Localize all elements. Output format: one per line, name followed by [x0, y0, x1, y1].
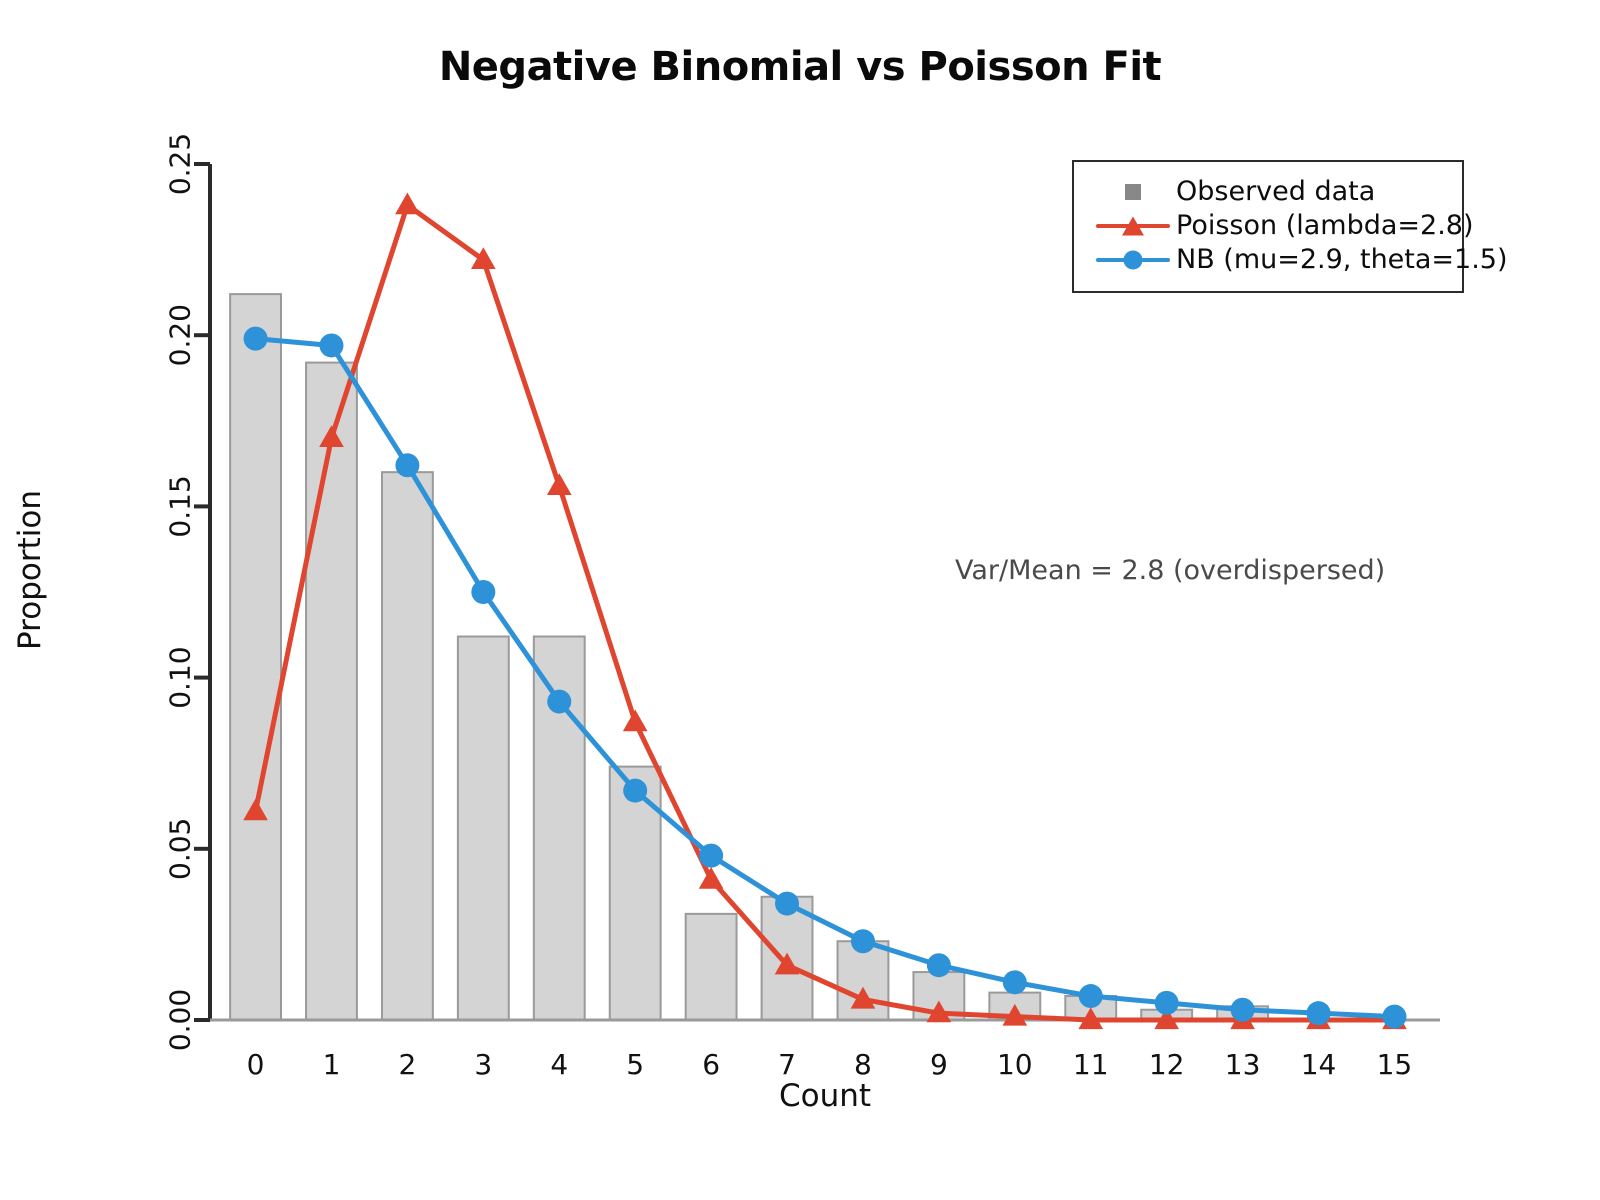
marker-circle-6 — [699, 843, 724, 868]
x-tick-labels: 0 1 2 3 4 5 6 7 8 9 10 11 12 13 14 15 — [247, 1048, 1413, 1081]
x-tick-label-13: 13 — [1225, 1048, 1261, 1081]
legend-key-observed — [1090, 179, 1176, 205]
y-tick-label: 0.20 — [164, 304, 197, 366]
marker-circle-0 — [243, 326, 268, 351]
marker-triangle-5 — [622, 709, 648, 732]
line-triangle — [253, 202, 1397, 1023]
marker-triangle-11 — [1078, 1007, 1104, 1030]
triangle-marker-icon — [1122, 216, 1144, 235]
legend-label-nb: NB (mu=2.9, theta=1.5) — [1176, 244, 1508, 275]
marker-triangle-4 — [546, 473, 572, 495]
legend-item-observed[interactable]: Observed data — [1090, 176, 1446, 207]
bar-count-2 — [380, 471, 434, 1022]
y-tick-label: 0.05 — [164, 818, 197, 880]
x-tick-label-1: 1 — [323, 1048, 341, 1081]
marker-triangle-7 — [774, 952, 800, 975]
x-tick-label-15: 15 — [1377, 1048, 1413, 1081]
marker-triangle-12 — [1154, 1007, 1179, 1030]
legend-key-poisson — [1090, 213, 1176, 239]
line-circle — [253, 336, 1397, 1020]
marker-circle-5 — [623, 778, 648, 803]
marker-triangle-10 — [1002, 1003, 1028, 1026]
x-axis-label: Count — [778, 1078, 872, 1114]
legend-item-nb[interactable]: NB (mu=2.9, theta=1.5) — [1090, 244, 1508, 275]
x-tick-label-0: 0 — [247, 1048, 265, 1081]
marker-circle-4 — [547, 689, 572, 714]
marker-circle-2 — [395, 453, 420, 478]
page-title: Negative Binomial vs Poisson Fit — [438, 44, 1162, 90]
legend-box: Observed data Poisson (lambda=2.8) NB (m… — [1072, 160, 1508, 293]
marker-triangle-9 — [926, 1000, 952, 1023]
legend-label-poisson: Poisson (lambda=2.8) — [1176, 210, 1474, 241]
bar-count-3 — [456, 635, 510, 1022]
x-tick-label-12: 12 — [1149, 1048, 1185, 1081]
marker-circle-7 — [775, 891, 800, 916]
marker-circle-15 — [1382, 1004, 1407, 1029]
bar-count-6 — [684, 912, 738, 1022]
marker-circle-12 — [1154, 990, 1179, 1015]
marker-circle-14 — [1306, 1001, 1331, 1026]
legend-item-poisson[interactable]: Poisson (lambda=2.8) — [1090, 210, 1474, 241]
x-tick-label-6: 6 — [702, 1048, 720, 1081]
marker-triangle-3 — [471, 247, 496, 269]
x-tick-label-10: 10 — [997, 1048, 1033, 1081]
tick-marks-group — [194, 162, 210, 1022]
y-tick-labels: 0.00 0.05 0.10 0.15 0.20 0.25 — [164, 133, 197, 1051]
x-tick-label-8: 8 — [854, 1048, 872, 1081]
marker-circle-3 — [471, 580, 496, 604]
bar-count-0 — [229, 293, 282, 1021]
marker-circle-8 — [850, 929, 875, 954]
y-tick-label: 0.15 — [164, 475, 197, 537]
series-nb — [243, 326, 1407, 1029]
x-tick-label-7: 7 — [778, 1048, 796, 1081]
y-tick-label: 0.25 — [164, 133, 197, 195]
legend-key-nb — [1090, 247, 1176, 273]
marker-triangle-6 — [698, 866, 724, 889]
marker-triangle-2 — [395, 192, 420, 215]
bar-count-1 — [305, 361, 358, 1022]
y-tick-label: 0.10 — [164, 646, 197, 708]
legend-label-observed: Observed data — [1176, 176, 1376, 207]
marker-triangle-0 — [243, 798, 268, 821]
bars-group — [229, 293, 1270, 1022]
marker-circle-13 — [1230, 997, 1255, 1022]
x-tick-label-11: 11 — [1073, 1048, 1109, 1081]
x-tick-label-2: 2 — [398, 1048, 416, 1081]
marker-triangle-1 — [319, 425, 344, 448]
marker-circle-11 — [1078, 984, 1103, 1009]
x-tick-label-9: 9 — [930, 1048, 948, 1081]
marker-circle-9 — [926, 953, 951, 978]
marker-circle-10 — [1002, 970, 1027, 995]
x-tick-label-4: 4 — [550, 1048, 568, 1081]
x-tick-label-3: 3 — [474, 1048, 492, 1081]
marker-triangle-8 — [850, 986, 876, 1009]
y-tick-label: 0.00 — [164, 989, 197, 1051]
annotation-var-mean: Var/Mean = 2.8 (overdispersed) — [955, 555, 1386, 586]
circle-marker-icon — [1123, 250, 1143, 269]
x-tick-label-14: 14 — [1301, 1048, 1337, 1081]
marker-circle-1 — [319, 333, 344, 358]
square-marker-icon — [1125, 183, 1141, 200]
x-tick-label-5: 5 — [626, 1048, 644, 1081]
